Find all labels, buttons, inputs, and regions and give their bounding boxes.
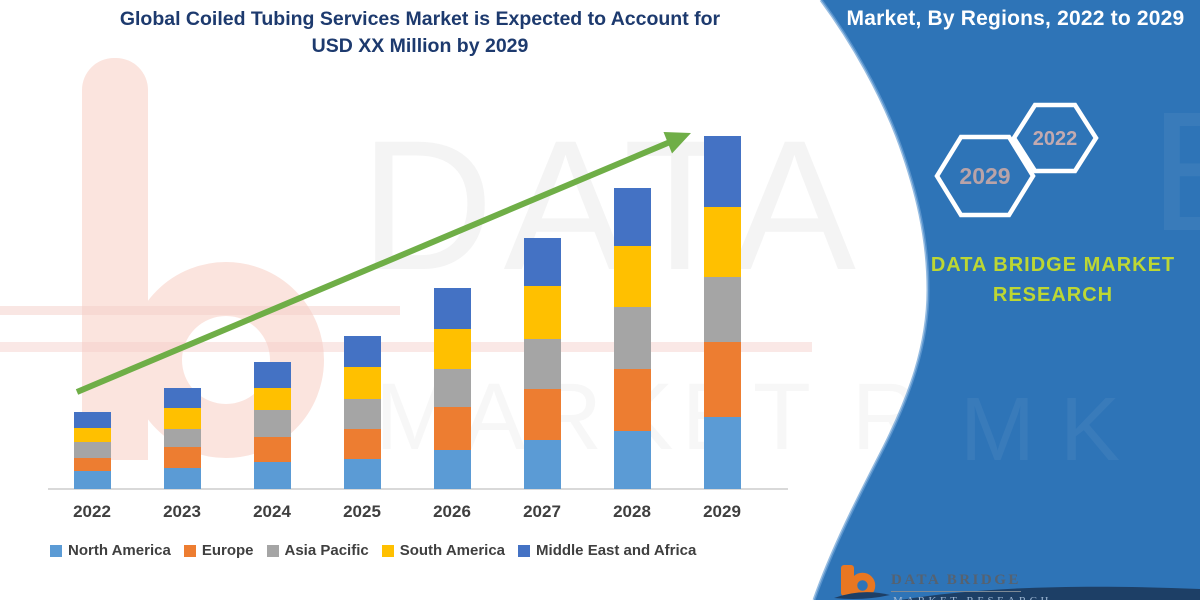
bar-segment-north-america <box>523 440 561 489</box>
bar-segment-middle-east-and-africa <box>703 136 741 207</box>
panel-banner-title: Market, By Regions, 2022 to 2029 <box>846 7 1185 30</box>
bar-segment-north-america <box>433 450 471 489</box>
brand-name-line2: RESEARCH <box>992 284 1114 306</box>
page-title-line2: USD XX Million by 2029 <box>311 35 529 57</box>
bar-segment-asia-pacific <box>343 399 381 429</box>
bar-2022 <box>73 412 111 489</box>
bar-segment-europe <box>73 458 111 471</box>
bar-segment-north-america <box>703 417 741 489</box>
bar-segment-middle-east-and-africa <box>523 238 561 286</box>
bar-segment-south-america <box>163 408 201 429</box>
bar-segment-middle-east-and-africa <box>613 188 651 246</box>
legend-swatch <box>266 544 279 557</box>
legend-item-middle-east-and-africa: Middle East and Africa <box>518 542 696 559</box>
legend-item-europe: Europe <box>183 542 254 559</box>
x-axis-label-2025: 2025 <box>343 502 381 521</box>
bar-2028 <box>613 188 651 489</box>
x-axis-label-2024: 2024 <box>253 502 291 521</box>
bar-segment-middle-east-and-africa <box>253 362 291 388</box>
bar-segment-europe <box>433 407 471 450</box>
brand-name-line1: DATA BRIDGE MARKET <box>930 254 1176 276</box>
legend-label: North America <box>68 542 171 559</box>
bar-segment-south-america <box>343 367 381 399</box>
legend-swatch <box>183 544 196 557</box>
footer-logo-subtext: MARKET RESEARCH <box>893 595 1052 600</box>
bar-segment-middle-east-and-africa <box>433 288 471 329</box>
bar-segment-asia-pacific <box>433 369 471 407</box>
bar-segment-north-america <box>343 459 381 489</box>
bar-segment-middle-east-and-africa <box>73 412 111 428</box>
page-title: Global Coiled Tubing Services Market is … <box>60 6 780 60</box>
bar-segment-south-america <box>73 428 111 442</box>
x-axis-label-2026: 2026 <box>433 502 471 521</box>
footer-logo-name: DATA BRIDGE <box>891 572 1021 592</box>
bar-segment-south-america <box>433 329 471 369</box>
bar-segment-south-america <box>703 207 741 277</box>
bar-2025 <box>343 336 381 489</box>
bar-segment-asia-pacific <box>703 277 741 342</box>
bar-segment-europe <box>703 342 741 417</box>
bar-segment-asia-pacific <box>163 429 201 447</box>
legend-label: Europe <box>201 542 254 559</box>
legend-label: Middle East and Africa <box>536 542 697 559</box>
legend-swatch <box>50 544 62 557</box>
legend-swatch <box>518 544 531 557</box>
bar-segment-south-america <box>613 246 651 307</box>
bar-segment-south-america <box>523 286 561 339</box>
bar-segment-north-america <box>163 468 201 489</box>
bar-2027 <box>523 238 561 489</box>
x-axis-line <box>48 488 788 490</box>
bar-segment-asia-pacific <box>253 410 291 437</box>
legend-swatch <box>381 544 394 557</box>
bar-segment-middle-east-and-africa <box>163 388 201 408</box>
bar-2026 <box>433 288 471 489</box>
legend-label: South America <box>399 542 506 559</box>
x-axis-label-2029: 2029 <box>703 502 741 521</box>
legend-item-south-america: South America <box>381 542 506 559</box>
x-axis-label-2022: 2022 <box>73 502 111 521</box>
bar-segment-asia-pacific <box>73 442 111 458</box>
bar-segment-middle-east-and-africa <box>343 336 381 367</box>
bar-2024 <box>253 362 291 489</box>
bar-segment-europe <box>343 429 381 459</box>
bar-segment-europe <box>613 369 651 431</box>
x-axis-label-2023: 2023 <box>163 502 201 521</box>
bar-2029 <box>703 136 741 489</box>
legend-item-asia-pacific: Asia Pacific <box>266 542 369 559</box>
bar-segment-europe <box>163 447 201 468</box>
page-title-line1: Global Coiled Tubing Services Market is … <box>119 8 721 30</box>
x-axis-label-2028: 2028 <box>613 502 651 521</box>
bar-segment-north-america <box>253 462 291 489</box>
brand-name-green: DATA BRIDGE MARKET RESEARCH <box>928 250 1178 310</box>
bar-segment-asia-pacific <box>523 339 561 389</box>
bar-segment-south-america <box>253 388 291 410</box>
bar-segment-europe <box>253 437 291 462</box>
bar-segment-asia-pacific <box>613 307 651 369</box>
legend-label: Asia Pacific <box>284 542 369 559</box>
legend-item-north-america: North America <box>50 542 171 559</box>
bar-segment-north-america <box>613 431 651 489</box>
x-axis-label-2027: 2027 <box>523 502 561 521</box>
bar-2023 <box>163 388 201 489</box>
legend: North America Europe Asia Pacific South Ame… <box>50 542 696 559</box>
bar-segment-europe <box>523 389 561 440</box>
bar-segment-north-america <box>73 471 111 489</box>
